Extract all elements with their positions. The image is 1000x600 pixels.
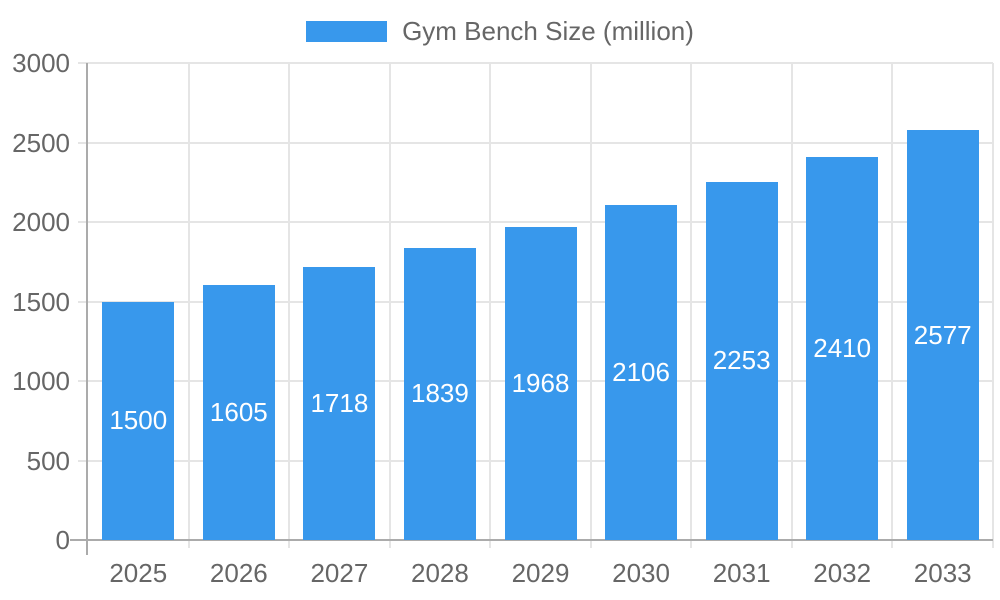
v-gridline <box>288 63 291 548</box>
bar[interactable]: 1968 <box>504 227 577 540</box>
h-gridline <box>88 221 993 223</box>
bar[interactable]: 2410 <box>806 156 879 540</box>
bar-value-label: 2106 <box>612 357 670 388</box>
bar[interactable]: 1500 <box>102 301 175 540</box>
v-gridline <box>690 63 693 548</box>
bar[interactable]: 2253 <box>705 181 778 540</box>
x-axis-tick-label: 2027 <box>310 558 369 588</box>
y-axis-tick <box>78 300 88 303</box>
x-axis-tick-label: 2026 <box>209 558 268 588</box>
legend-item[interactable]: Gym Bench Size (million) <box>0 16 1000 47</box>
y-axis-tick <box>78 380 88 382</box>
x-axis-tick-label: 2028 <box>411 558 469 588</box>
bar-value-label: 1968 <box>511 368 570 399</box>
y-axis-tick-label: 0 <box>55 525 70 555</box>
legend-color-swatch-icon <box>306 21 388 42</box>
bar[interactable]: 1718 <box>303 266 376 540</box>
y-axis-tick-label: 1000 <box>12 366 70 396</box>
y-axis-tick-label: 2500 <box>12 127 70 158</box>
h-gridline <box>88 141 993 144</box>
bar[interactable]: 2577 <box>906 130 979 540</box>
v-gridline <box>891 63 894 548</box>
h-gridline <box>88 62 993 64</box>
y-axis-tick-label: 2000 <box>12 207 70 237</box>
bar[interactable]: 2106 <box>605 205 678 540</box>
x-axis-tick-label: 2033 <box>913 558 972 588</box>
y-axis-tick <box>78 459 88 462</box>
v-gridline <box>388 63 391 548</box>
bar[interactable]: 1605 <box>202 284 275 540</box>
x-axis-tick-label: 2025 <box>109 558 168 588</box>
y-axis-line <box>86 63 88 555</box>
y-axis-tick-label: 1500 <box>12 286 70 317</box>
bar-value-label: 1839 <box>411 378 469 409</box>
x-axis-tick-label: 2029 <box>511 558 570 588</box>
v-gridline <box>992 63 994 548</box>
x-axis-tick-label: 2030 <box>612 558 670 588</box>
x-axis-tick-label: 2031 <box>712 558 771 588</box>
x-axis-line <box>70 539 993 541</box>
y-axis-tick-label: 500 <box>26 445 70 476</box>
bar-value-label: 2577 <box>913 319 972 350</box>
y-axis-tick-label: 3000 <box>12 48 70 78</box>
v-gridline <box>589 63 592 548</box>
bar-value-label: 2253 <box>712 345 771 376</box>
bar-value-label: 2410 <box>813 332 872 363</box>
y-axis-tick <box>78 141 88 144</box>
y-axis-tick <box>78 62 88 64</box>
bar-value-label: 1718 <box>310 387 369 418</box>
v-gridline <box>790 63 793 548</box>
v-gridline <box>489 63 492 548</box>
bar-value-label: 1605 <box>209 396 268 427</box>
y-axis-tick <box>78 221 88 223</box>
bar-value-label: 1500 <box>109 405 168 436</box>
v-gridline <box>187 63 190 548</box>
x-axis-tick-label: 2032 <box>813 558 872 588</box>
bar[interactable]: 1839 <box>403 247 476 540</box>
legend-label: Gym Bench Size (million) <box>402 16 694 46</box>
